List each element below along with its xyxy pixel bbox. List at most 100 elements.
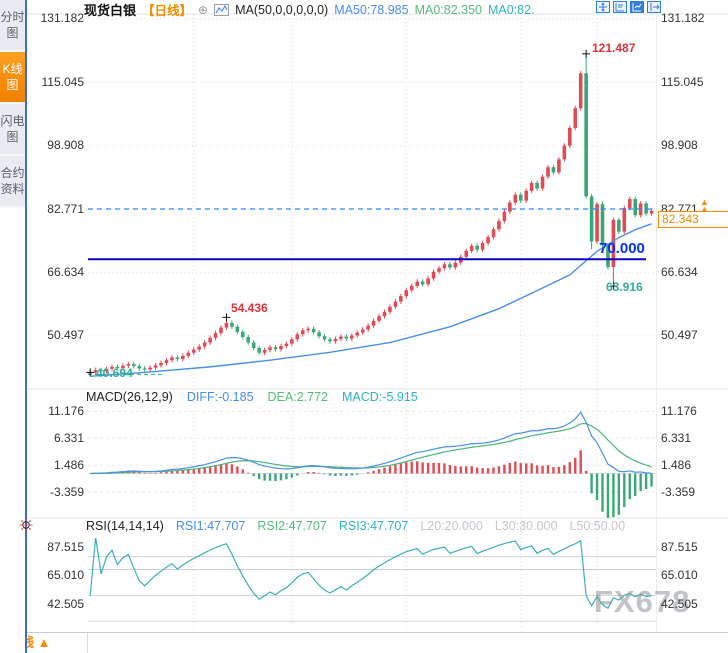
candle[interactable] — [246, 334, 251, 345]
candle[interactable] — [355, 330, 360, 338]
candle[interactable] — [404, 287, 409, 299]
candle[interactable] — [622, 205, 627, 235]
pan-crosshair-icon[interactable] — [596, 1, 610, 13]
candle[interactable] — [300, 327, 305, 337]
candle[interactable] — [475, 243, 479, 253]
candle[interactable] — [464, 248, 469, 260]
candle[interactable] — [508, 200, 512, 214]
candle[interactable] — [589, 193, 594, 250]
candle[interactable] — [497, 218, 501, 232]
candle[interactable] — [426, 276, 430, 287]
candle[interactable] — [399, 293, 403, 304]
candle[interactable] — [453, 260, 458, 270]
candle[interactable] — [649, 208, 654, 216]
candle[interactable] — [540, 174, 545, 191]
candle[interactable] — [268, 344, 272, 353]
ma50-line[interactable] — [90, 223, 652, 378]
candle[interactable] — [633, 196, 637, 218]
candle[interactable] — [230, 320, 234, 330]
candle[interactable] — [257, 345, 261, 356]
candle[interactable] — [448, 261, 452, 270]
candle[interactable] — [344, 334, 349, 341]
candle[interactable] — [175, 355, 180, 362]
candle[interactable] — [224, 320, 229, 330]
scale-axis-icon[interactable] — [613, 1, 627, 13]
candle[interactable] — [535, 180, 539, 191]
candle[interactable] — [627, 196, 632, 211]
candle[interactable] — [235, 324, 240, 335]
candle[interactable] — [99, 367, 103, 374]
candle[interactable] — [213, 330, 218, 341]
candle[interactable] — [284, 341, 289, 349]
candle[interactable] — [142, 366, 147, 372]
candle[interactable] — [350, 333, 354, 341]
candle[interactable] — [339, 334, 343, 342]
candle[interactable] — [551, 164, 556, 175]
candle[interactable] — [295, 331, 300, 342]
candle[interactable] — [377, 313, 381, 324]
candle[interactable] — [333, 336, 338, 344]
candle[interactable] — [420, 279, 425, 287]
candle[interactable] — [617, 217, 621, 235]
candle[interactable] — [529, 180, 534, 194]
candle[interactable] — [557, 157, 561, 175]
candle[interactable] — [251, 340, 256, 351]
candle[interactable] — [197, 344, 201, 352]
candle[interactable] — [202, 340, 207, 349]
scale-axis-filled-icon[interactable] — [630, 1, 644, 13]
candle[interactable] — [273, 344, 278, 352]
candle[interactable] — [584, 56, 588, 199]
candle[interactable] — [170, 355, 174, 363]
candle[interactable] — [393, 299, 398, 310]
candle[interactable] — [360, 327, 365, 336]
candle[interactable] — [121, 363, 125, 371]
candle[interactable] — [518, 192, 523, 203]
candle[interactable] — [442, 261, 447, 271]
exit-right-icon[interactable] — [647, 1, 661, 13]
candle[interactable] — [191, 347, 196, 356]
candle[interactable] — [502, 209, 507, 224]
sidebar-tab-time-chart[interactable]: 分时图 — [0, 0, 25, 52]
candle[interactable] — [208, 335, 212, 345]
candle[interactable] — [491, 226, 496, 240]
candle[interactable] — [306, 326, 310, 333]
candle[interactable] — [186, 350, 191, 359]
candle[interactable] — [415, 279, 419, 289]
candle[interactable] — [431, 269, 436, 281]
candle[interactable] — [562, 143, 567, 162]
candle[interactable] — [317, 329, 321, 339]
candle[interactable] — [164, 357, 169, 366]
candle[interactable] — [486, 234, 490, 246]
period-tag[interactable]: 【日线】 — [142, 4, 193, 18]
price-alert-arrows-icon[interactable]: ▲ ▲ — [700, 197, 709, 214]
candle[interactable] — [606, 243, 610, 270]
sidebar-tab-kline-chart[interactable]: K线图 — [0, 52, 25, 104]
sidebar-tab-flash-chart[interactable]: 闪电图 — [0, 104, 25, 156]
candle[interactable] — [409, 283, 414, 293]
candle[interactable] — [328, 337, 332, 344]
candle[interactable] — [513, 192, 518, 205]
candle[interactable] — [573, 105, 578, 131]
rsi-settings-icon[interactable] — [19, 518, 33, 532]
candle[interactable] — [126, 361, 131, 369]
candle[interactable] — [132, 361, 136, 369]
candle[interactable] — [148, 365, 152, 372]
candle[interactable] — [219, 325, 223, 336]
candle[interactable] — [311, 326, 316, 335]
horizontal-line-label[interactable]: 70.000 — [599, 240, 645, 257]
candle[interactable] — [546, 164, 550, 180]
candle[interactable] — [262, 347, 267, 356]
candle[interactable] — [153, 362, 158, 371]
candle[interactable] — [279, 343, 283, 352]
candle[interactable] — [366, 323, 370, 332]
candle[interactable] — [437, 265, 441, 275]
candle[interactable] — [110, 364, 114, 372]
candle[interactable] — [611, 217, 616, 284]
candle[interactable] — [181, 353, 185, 362]
candle[interactable] — [524, 188, 528, 203]
circle-plus-icon[interactable]: ⊕ — [198, 2, 209, 17]
candle[interactable] — [382, 309, 387, 319]
sidebar-tab-contract-info[interactable]: 合约资料 — [0, 156, 25, 208]
candle[interactable] — [388, 304, 392, 315]
